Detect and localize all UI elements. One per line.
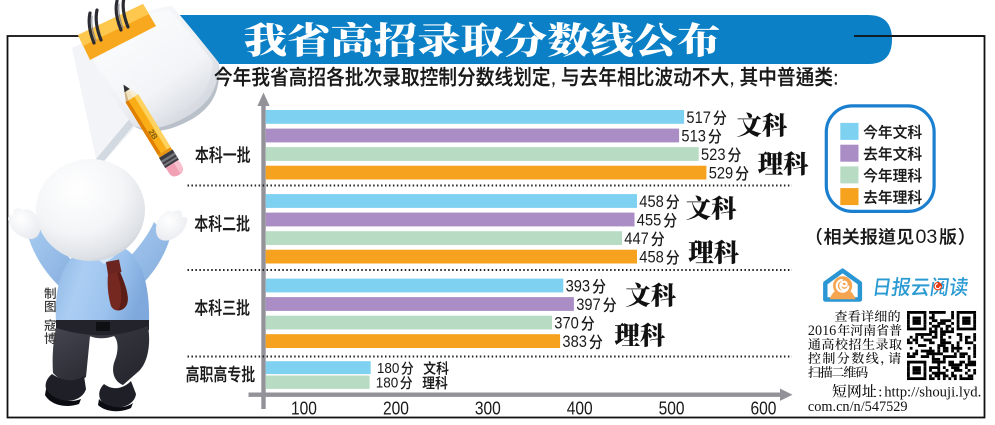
svg-text:03: 03 [916, 226, 938, 248]
svg-text:517: 517 [686, 109, 711, 127]
svg-text:2016: 2016 [808, 323, 836, 339]
svg-text:397: 397 [576, 296, 601, 314]
svg-text:529: 529 [709, 165, 734, 183]
svg-text:100: 100 [291, 397, 317, 419]
svg-text:http://shouji.lyd.: http://shouji.lyd. [884, 385, 981, 401]
svg-text:393: 393 [566, 278, 591, 296]
svg-text:180: 180 [376, 375, 399, 392]
svg-text:600: 600 [751, 397, 777, 419]
svg-text:458: 458 [639, 193, 664, 211]
svg-text:513: 513 [681, 128, 706, 146]
svg-text:com.cn/n/547529: com.cn/n/547529 [808, 399, 908, 415]
svg-text:447: 447 [624, 230, 649, 248]
svg-text:383: 383 [562, 333, 587, 351]
svg-text:370: 370 [554, 315, 579, 333]
svg-text:500: 500 [659, 397, 685, 419]
svg-text:400: 400 [567, 397, 593, 419]
svg-text:455: 455 [637, 212, 662, 230]
svg-text:523: 523 [701, 146, 726, 164]
svg-text:180: 180 [377, 360, 400, 377]
svg-text::: : [878, 385, 882, 401]
svg-text:458: 458 [639, 249, 664, 267]
svg-text:200: 200 [383, 397, 409, 419]
svg-text:300: 300 [475, 397, 501, 419]
